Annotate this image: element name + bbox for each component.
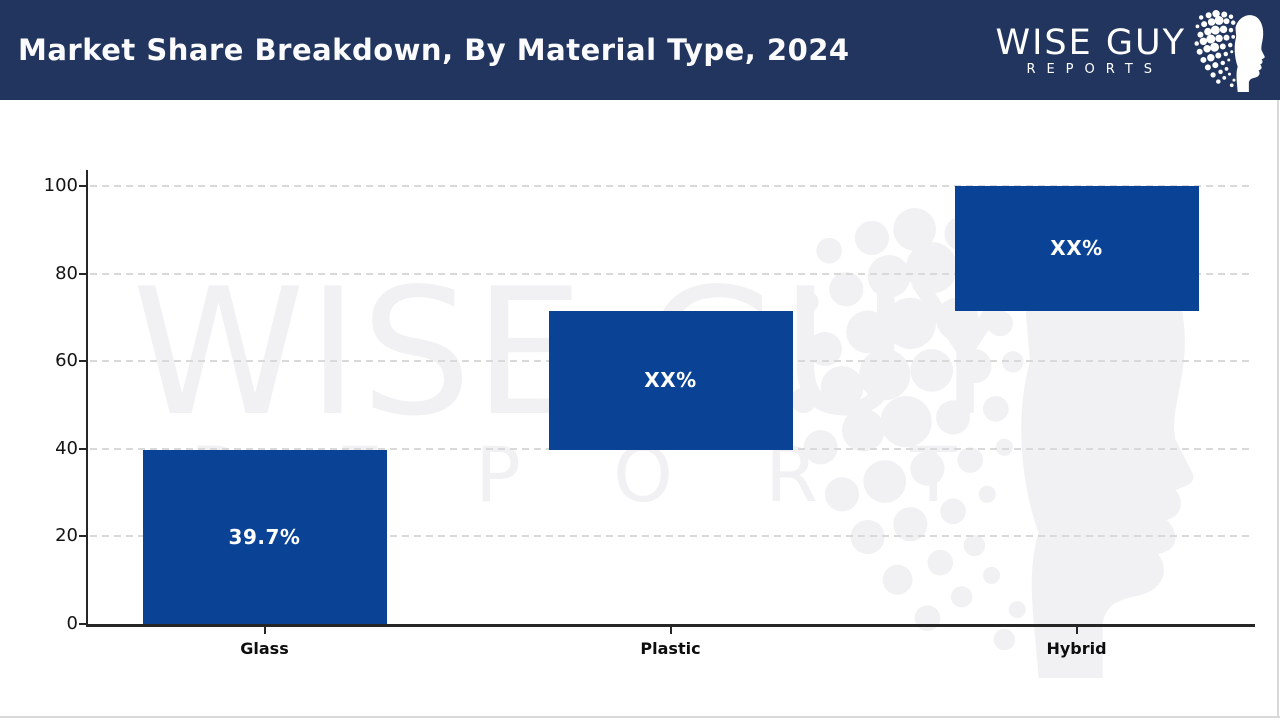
y-tick-60 <box>79 360 87 363</box>
y-tick-label-80: 80 <box>55 262 78 284</box>
y-tick-40 <box>79 447 87 450</box>
x-category-label-plastic: Plastic <box>640 639 701 658</box>
y-tick-100 <box>79 185 87 187</box>
y-tick-label-100: 100 <box>43 175 78 196</box>
y-tick-label-60: 60 <box>55 350 78 372</box>
logo-wiseguy-label: WISE GUY <box>995 22 1186 63</box>
page-right-border <box>1277 100 1279 718</box>
x-tick-plastic <box>669 626 672 634</box>
page-title: Market Share Breakdown, By Material Type… <box>18 33 850 67</box>
y-tick-20 <box>79 535 87 538</box>
logo-reports-label: REPORTS <box>1026 62 1164 78</box>
header-bar: Market Share Breakdown, By Material Type… <box>0 0 1280 100</box>
gridline-20 <box>90 535 1253 538</box>
y-axis-line <box>86 170 88 626</box>
x-tick-hybrid <box>1075 626 1078 634</box>
x-tick-glass <box>263 626 266 634</box>
y-tick-label-0: 0 <box>66 613 78 634</box>
logo-text: WISE GUY REPORTS <box>995 22 1186 78</box>
bar-hybrid: XX% <box>954 186 1199 311</box>
x-category-label-hybrid: Hybrid <box>1046 639 1107 658</box>
bar-value-label-plastic: XX% <box>644 368 697 393</box>
wiseguy-logo: WISE GUY REPORTS <box>995 8 1266 94</box>
gridline-100 <box>90 185 1253 187</box>
bar-value-label-hybrid: XX% <box>1050 236 1103 261</box>
y-tick-label-20: 20 <box>55 525 78 547</box>
x-axis-line <box>86 624 1255 627</box>
x-category-label-glass: Glass <box>240 639 289 658</box>
bar-plastic: XX% <box>548 310 793 451</box>
page-bottom-border <box>0 716 1280 718</box>
face-logo-icon <box>1194 10 1265 92</box>
y-tick-0 <box>79 623 87 625</box>
bar-value-label-glass: 39.7% <box>228 525 301 550</box>
y-tick-80 <box>79 272 87 275</box>
gridline-80 <box>90 272 1253 275</box>
y-tick-label-40: 40 <box>55 437 78 459</box>
bar-glass: 39.7% <box>142 450 387 624</box>
